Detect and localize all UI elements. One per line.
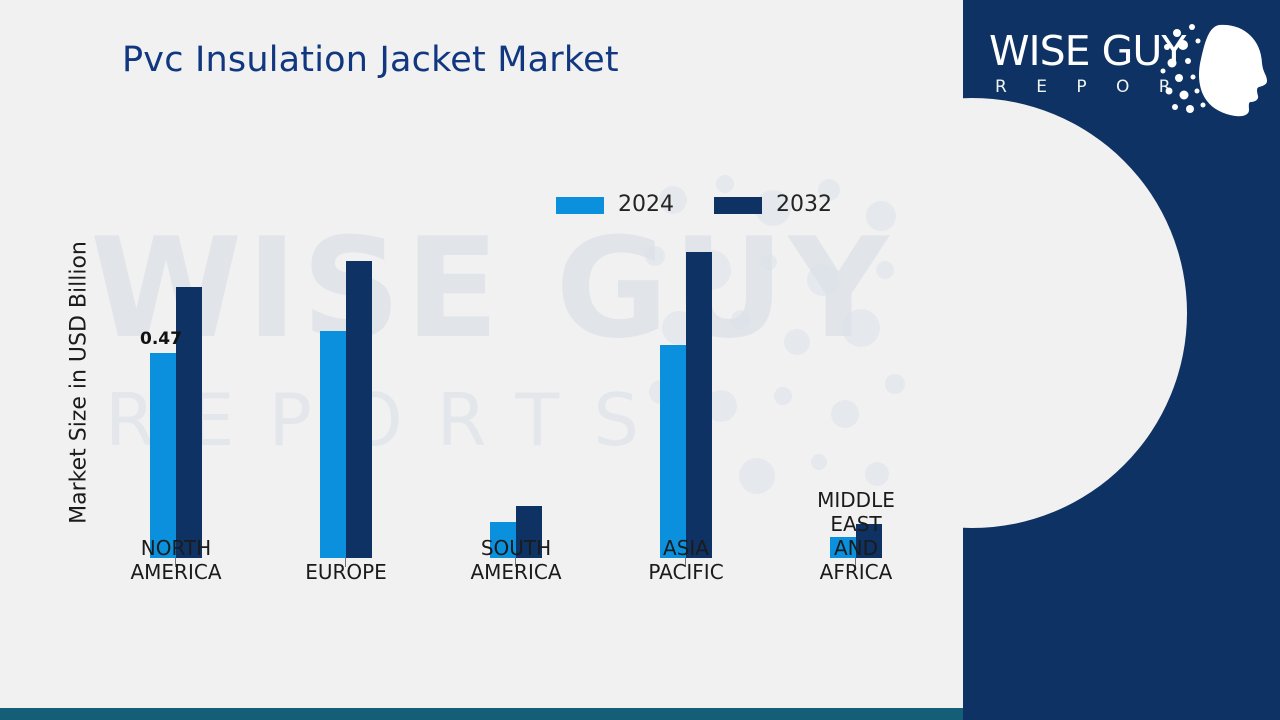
logo-wordmark-top: WISE GUY: [989, 27, 1186, 75]
bar-pair: [830, 228, 882, 558]
bar-2032-asia-pacific[interactable]: [686, 252, 712, 558]
bar-2024-south-america[interactable]: [490, 522, 516, 558]
x-axis-tick: [515, 558, 516, 567]
category-label-asia-pacific: ASIA PACIFIC: [648, 536, 724, 584]
category-label-south-america: SOUTH AMERICA: [470, 536, 562, 584]
bar-2024-europe[interactable]: [320, 331, 346, 558]
bar-2032-north-america[interactable]: [176, 287, 202, 558]
x-axis-tick: [345, 558, 346, 567]
category-label-north-america: NORTH AMERICA: [130, 536, 222, 584]
bar-group-north-america: 0.47 NORTH AMERICA: [130, 228, 222, 584]
bar-pair: [490, 228, 542, 558]
bottom-accent-bar: [0, 708, 963, 720]
legend-swatch-2032-icon: [714, 196, 762, 214]
legend-label-2024: 2024: [618, 192, 674, 217]
logo-head-icon: [1160, 24, 1267, 117]
bar-pair: [150, 228, 202, 558]
x-axis-tick: [855, 558, 856, 567]
bar-group-south-america: SOUTH AMERICA: [470, 228, 562, 584]
bar-2024-middle-east-and-africa[interactable]: [830, 537, 856, 558]
bar-group-asia-pacific: ASIA PACIFIC: [648, 228, 724, 584]
brand-panel: WISE GUY R E P O R T S: [963, 0, 1280, 720]
category-label-middle-east-and-africa: MIDDLE EAST AND AFRICA: [817, 488, 895, 584]
bar-2032-middle-east-and-africa[interactable]: [856, 524, 882, 558]
bar-2024-asia-pacific[interactable]: [660, 345, 686, 558]
bar-2032-europe[interactable]: [346, 261, 372, 558]
legend-item-2032[interactable]: 2032: [714, 194, 832, 216]
bar-group-middle-east-and-africa: MIDDLE EAST AND AFRICA: [817, 228, 895, 584]
x-axis-tick: [175, 558, 176, 567]
wiseguy-reports-logo: WISE GUY R E P O R T S: [983, 24, 1267, 120]
bar-2024-north-america[interactable]: [150, 353, 176, 558]
data-label-north-america-2024: 0.47: [140, 329, 182, 349]
legend-item-2024[interactable]: 2024: [556, 194, 674, 216]
chart-title: Pvc Insulation Jacket Market: [122, 40, 619, 80]
bar-2032-south-america[interactable]: [516, 506, 542, 558]
chart-legend: 2024 2032: [556, 194, 832, 216]
legend-swatch-2024-icon: [556, 196, 604, 214]
category-label-europe: EUROPE: [305, 560, 387, 584]
plot-area: 0.47 NORTH AMERICA EUROPE SOUTH AMERICA: [130, 228, 895, 584]
bar-group-europe: EUROPE: [305, 228, 387, 584]
legend-label-2032: 2032: [776, 192, 832, 217]
bar-pair: [660, 228, 712, 558]
x-axis-tick: [685, 558, 686, 567]
bar-pair: [320, 228, 372, 558]
